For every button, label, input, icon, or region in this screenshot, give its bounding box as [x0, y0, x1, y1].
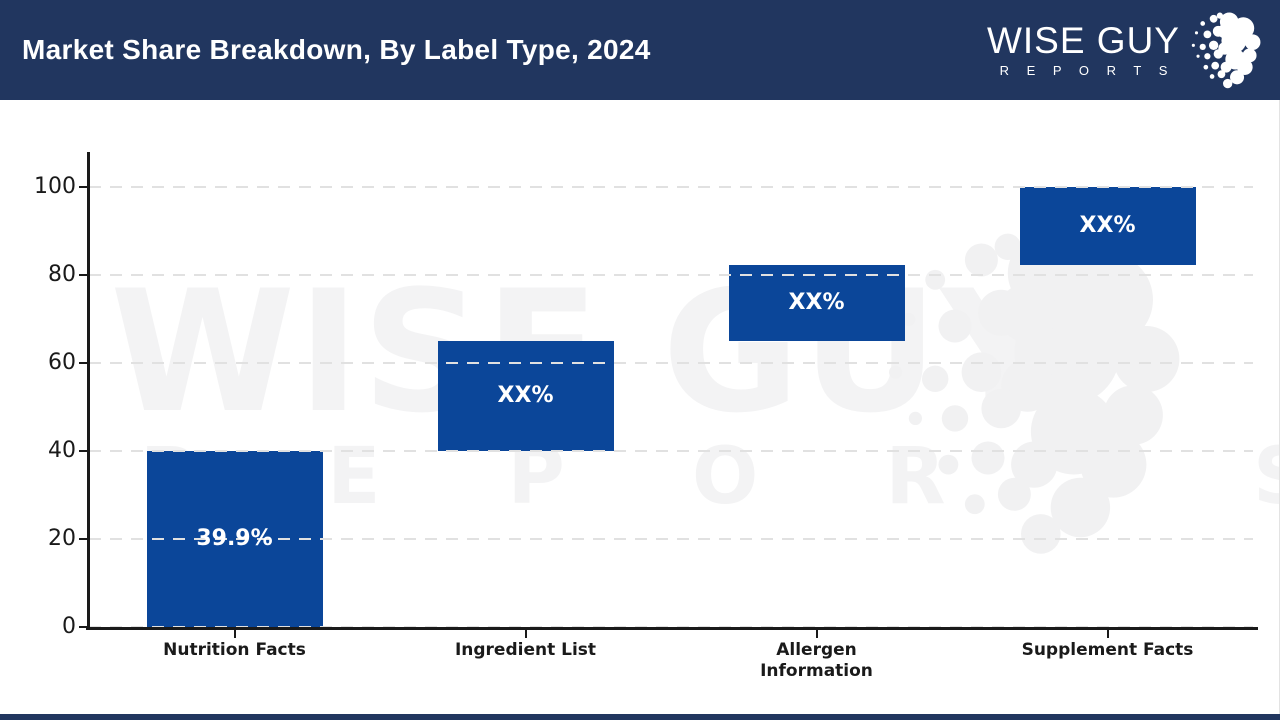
x-tick [524, 630, 527, 638]
y-tick [79, 626, 89, 628]
bar-value-label: XX% [1079, 212, 1136, 238]
bar-value-label: XX% [788, 289, 845, 315]
y-tick [79, 361, 89, 364]
logo-head-icon [1191, 12, 1261, 89]
x-category-label: Nutrition Facts [163, 640, 306, 660]
y-tick [79, 537, 89, 540]
y-tick [79, 185, 89, 188]
y-tick [79, 449, 89, 452]
y-tick-label: 20 [48, 525, 76, 551]
y-axis-line [87, 152, 90, 630]
x-category-label: Allergen Information [760, 640, 873, 681]
x-tick [233, 630, 236, 638]
bar-value-label: XX% [497, 382, 554, 408]
bar-value-label: 39.9% [196, 526, 273, 552]
page-title: Market Share Breakdown, By Label Type, 2… [22, 34, 651, 65]
bar [437, 340, 614, 451]
logo-wordmark-line2: R E P O R T S [999, 63, 1175, 78]
x-tick [815, 630, 818, 638]
wiseguy-logo: WISE GUY R E P O R T S [987, 8, 1262, 92]
logo-wordmark-line1: WISE GUY [986, 20, 1180, 61]
y-tick-label: 40 [48, 437, 76, 463]
y-tick-label: 0 [62, 614, 76, 639]
bar [728, 264, 905, 341]
y-tick-label: 60 [48, 349, 76, 375]
watermark-head-icon [889, 233, 1180, 554]
x-category-label: Supplement Facts [1021, 640, 1194, 660]
x-axis-line [86, 627, 1258, 630]
y-tick-label: 100 [34, 173, 76, 199]
gridline [89, 361, 1253, 364]
footer-bar [0, 714, 1280, 720]
x-category-label: Ingredient List [454, 640, 597, 660]
header-bar: Market Share Breakdown, By Label Type, 2… [0, 0, 1280, 100]
x-tick [1106, 630, 1109, 638]
y-tick-label: 80 [48, 261, 76, 287]
logo-wordmark: WISE GUY R E P O R T S [987, 22, 1180, 78]
bar [1019, 186, 1196, 265]
gridline [89, 449, 1253, 452]
gridline [89, 537, 1253, 540]
y-tick [79, 273, 89, 276]
gridline [89, 185, 1253, 188]
gridline [89, 273, 1253, 276]
